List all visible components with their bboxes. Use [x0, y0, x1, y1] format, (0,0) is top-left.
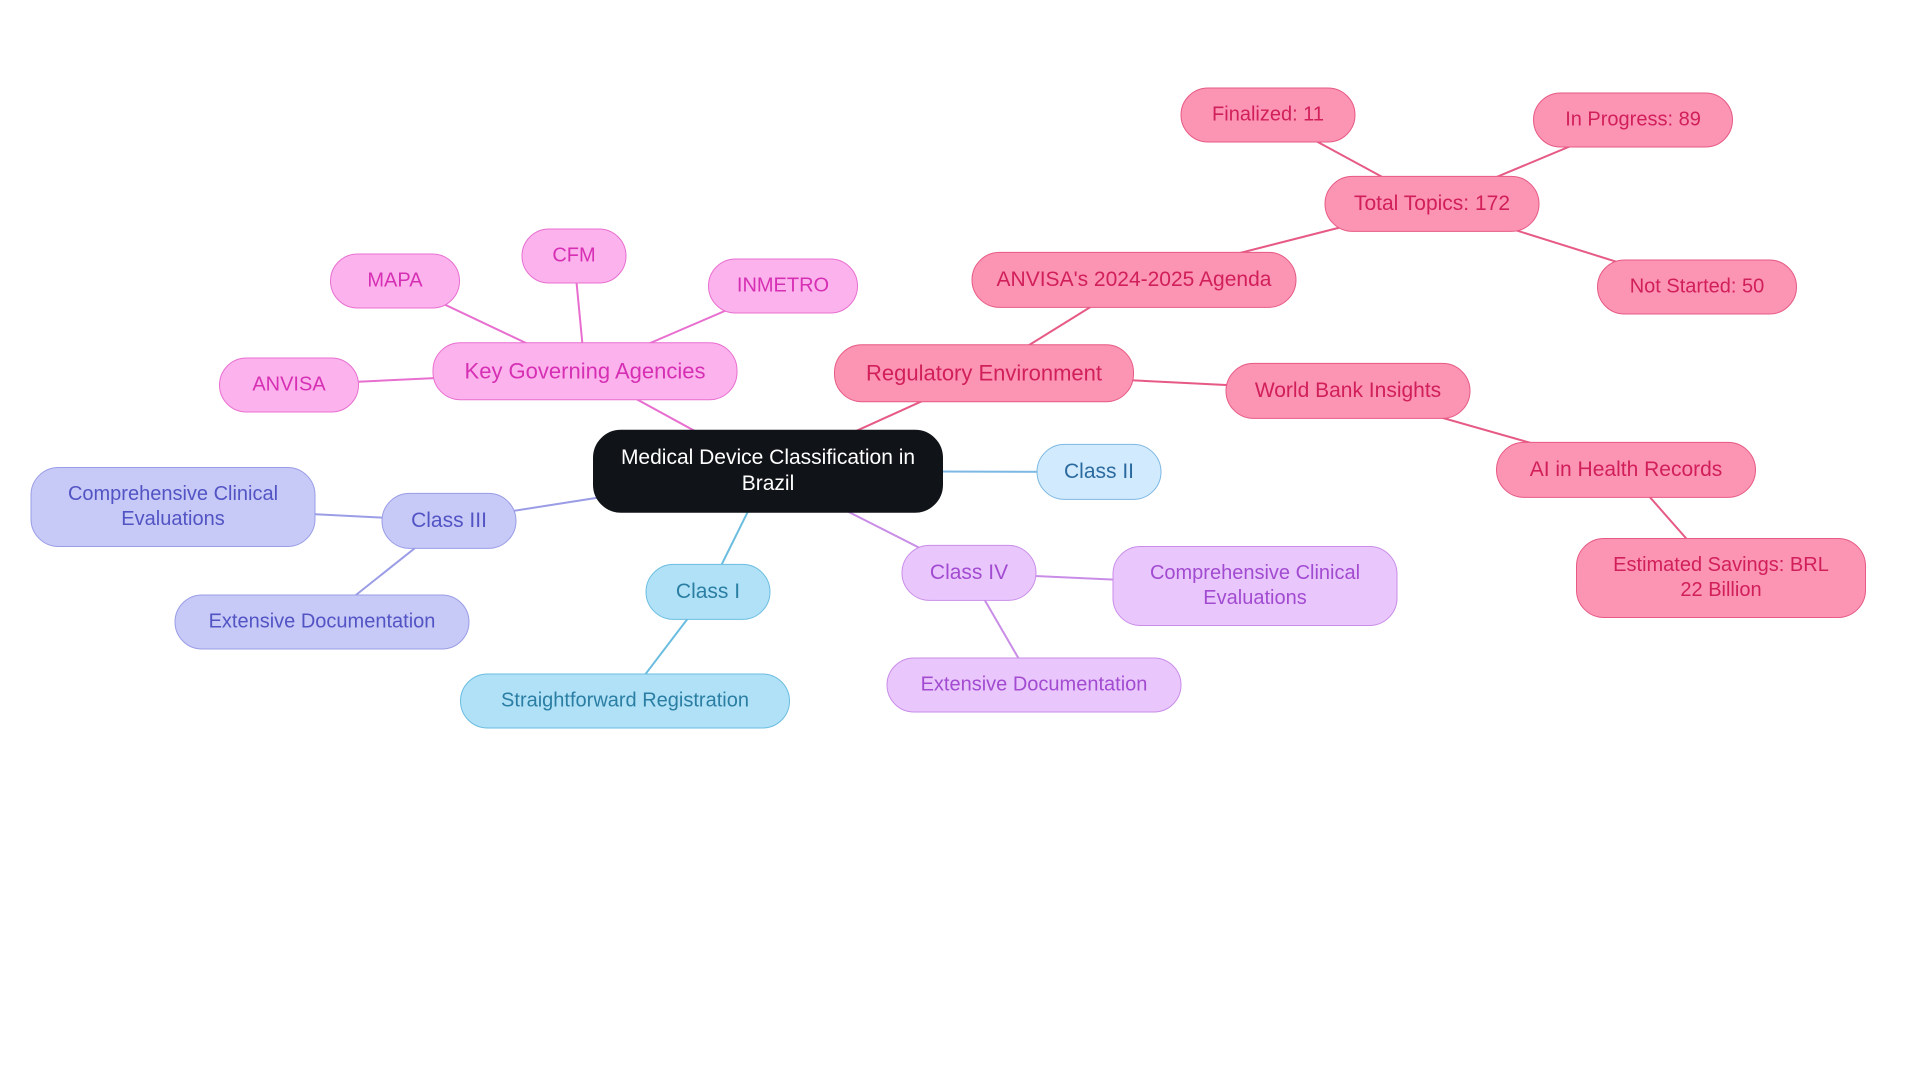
- node-label: ANVISA's 2024-2025 Agenda: [997, 267, 1272, 293]
- node-worldbank: World Bank Insights: [1226, 363, 1471, 419]
- node-agencies: Key Governing Agencies: [433, 342, 738, 400]
- node-label: Not Started: 50: [1630, 275, 1765, 300]
- node-c1reg: Straightforward Registration: [460, 674, 790, 729]
- node-label: Medical Device Classification in Brazil: [618, 445, 918, 498]
- node-finalized: Finalized: 11: [1181, 88, 1356, 143]
- node-label: Comprehensive Clinical Evaluations: [56, 482, 291, 532]
- node-label: INMETRO: [737, 274, 829, 299]
- node-label: Class III: [411, 508, 487, 534]
- node-mapa: MAPA: [330, 254, 460, 309]
- node-root: Medical Device Classification in Brazil: [593, 430, 943, 513]
- node-regenv: Regulatory Environment: [834, 344, 1134, 402]
- node-c3doc: Extensive Documentation: [175, 595, 470, 650]
- node-total: Total Topics: 172: [1325, 176, 1540, 232]
- node-label: Class IV: [930, 560, 1008, 586]
- node-inprogress: In Progress: 89: [1533, 93, 1733, 148]
- node-label: In Progress: 89: [1565, 108, 1701, 133]
- node-label: CFM: [552, 244, 595, 269]
- node-label: Class II: [1064, 459, 1134, 485]
- node-cfm: CFM: [522, 229, 627, 284]
- node-label: MAPA: [367, 269, 422, 294]
- node-label: World Bank Insights: [1255, 378, 1441, 404]
- node-class1: Class I: [646, 564, 771, 620]
- node-savings: Estimated Savings: BRL 22 Billion: [1576, 538, 1866, 618]
- node-inmetro: INMETRO: [708, 259, 858, 314]
- node-class2: Class II: [1037, 444, 1162, 500]
- node-label: Total Topics: 172: [1354, 191, 1510, 217]
- node-label: Extensive Documentation: [209, 610, 436, 635]
- node-aihealth: AI in Health Records: [1496, 442, 1756, 498]
- node-label: Estimated Savings: BRL 22 Billion: [1601, 553, 1841, 603]
- node-class4: Class IV: [902, 545, 1037, 601]
- node-label: ANVISA: [252, 373, 325, 398]
- node-label: AI in Health Records: [1530, 457, 1723, 483]
- node-label: Key Governing Agencies: [465, 357, 706, 385]
- node-agenda: ANVISA's 2024-2025 Agenda: [972, 252, 1297, 308]
- node-label: Straightforward Registration: [501, 689, 749, 714]
- node-notstarted: Not Started: 50: [1597, 260, 1797, 315]
- node-label: Finalized: 11: [1212, 103, 1324, 128]
- node-label: Extensive Documentation: [921, 673, 1148, 698]
- node-c4doc: Extensive Documentation: [887, 658, 1182, 713]
- node-label: Regulatory Environment: [866, 359, 1102, 387]
- node-label: Comprehensive Clinical Evaluations: [1138, 561, 1373, 611]
- node-label: Class I: [676, 579, 740, 605]
- node-c4eval: Comprehensive Clinical Evaluations: [1113, 546, 1398, 626]
- node-c3eval: Comprehensive Clinical Evaluations: [31, 467, 316, 547]
- node-class3: Class III: [382, 493, 517, 549]
- node-anvisa: ANVISA: [219, 358, 359, 413]
